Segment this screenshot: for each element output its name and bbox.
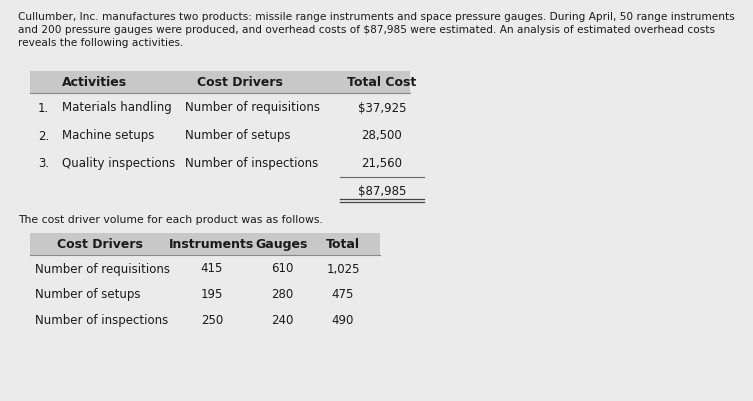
Text: 250: 250 — [201, 314, 223, 327]
Bar — [30, 72, 410, 94]
Text: 21,560: 21,560 — [361, 157, 403, 170]
Text: 28,500: 28,500 — [361, 129, 402, 142]
Text: 195: 195 — [201, 288, 223, 301]
Text: 3.: 3. — [38, 157, 49, 170]
Text: Number of setups: Number of setups — [35, 288, 141, 301]
Text: Number of inspections: Number of inspections — [35, 314, 168, 327]
Text: 415: 415 — [201, 262, 223, 275]
Text: $87,985: $87,985 — [358, 185, 406, 198]
Text: Total Cost: Total Cost — [347, 76, 416, 89]
Text: Instruments: Instruments — [169, 238, 255, 251]
Text: 1,025: 1,025 — [326, 262, 360, 275]
Text: Total: Total — [326, 238, 360, 251]
Text: $37,925: $37,925 — [358, 101, 407, 114]
Text: Gauges: Gauges — [256, 238, 308, 251]
Text: Cullumber, Inc. manufactures two products: missile range instruments and space p: Cullumber, Inc. manufactures two product… — [18, 12, 735, 22]
Text: The cost driver volume for each product was as follows.: The cost driver volume for each product … — [18, 215, 323, 225]
Text: 240: 240 — [271, 314, 293, 327]
Text: Number of requisitions: Number of requisitions — [185, 101, 320, 114]
Text: 1.: 1. — [38, 101, 49, 114]
Text: Quality inspections: Quality inspections — [62, 157, 175, 170]
Text: Number of inspections: Number of inspections — [185, 157, 319, 170]
Text: and 200 pressure gauges were produced, and overhead costs of $87,985 were estima: and 200 pressure gauges were produced, a… — [18, 25, 715, 35]
Text: reveals the following activities.: reveals the following activities. — [18, 38, 184, 48]
Text: 2.: 2. — [38, 129, 49, 142]
Text: 280: 280 — [271, 288, 293, 301]
Bar — [30, 233, 380, 255]
Text: Number of setups: Number of setups — [185, 129, 291, 142]
Text: Machine setups: Machine setups — [62, 129, 154, 142]
Text: 475: 475 — [332, 288, 354, 301]
Text: Activities: Activities — [62, 76, 127, 89]
Text: Materials handling: Materials handling — [62, 101, 172, 114]
Text: 610: 610 — [271, 262, 293, 275]
Text: Cost Drivers: Cost Drivers — [57, 238, 143, 251]
Text: Cost Drivers: Cost Drivers — [197, 76, 283, 89]
Text: 490: 490 — [332, 314, 354, 327]
Text: Number of requisitions: Number of requisitions — [35, 262, 170, 275]
